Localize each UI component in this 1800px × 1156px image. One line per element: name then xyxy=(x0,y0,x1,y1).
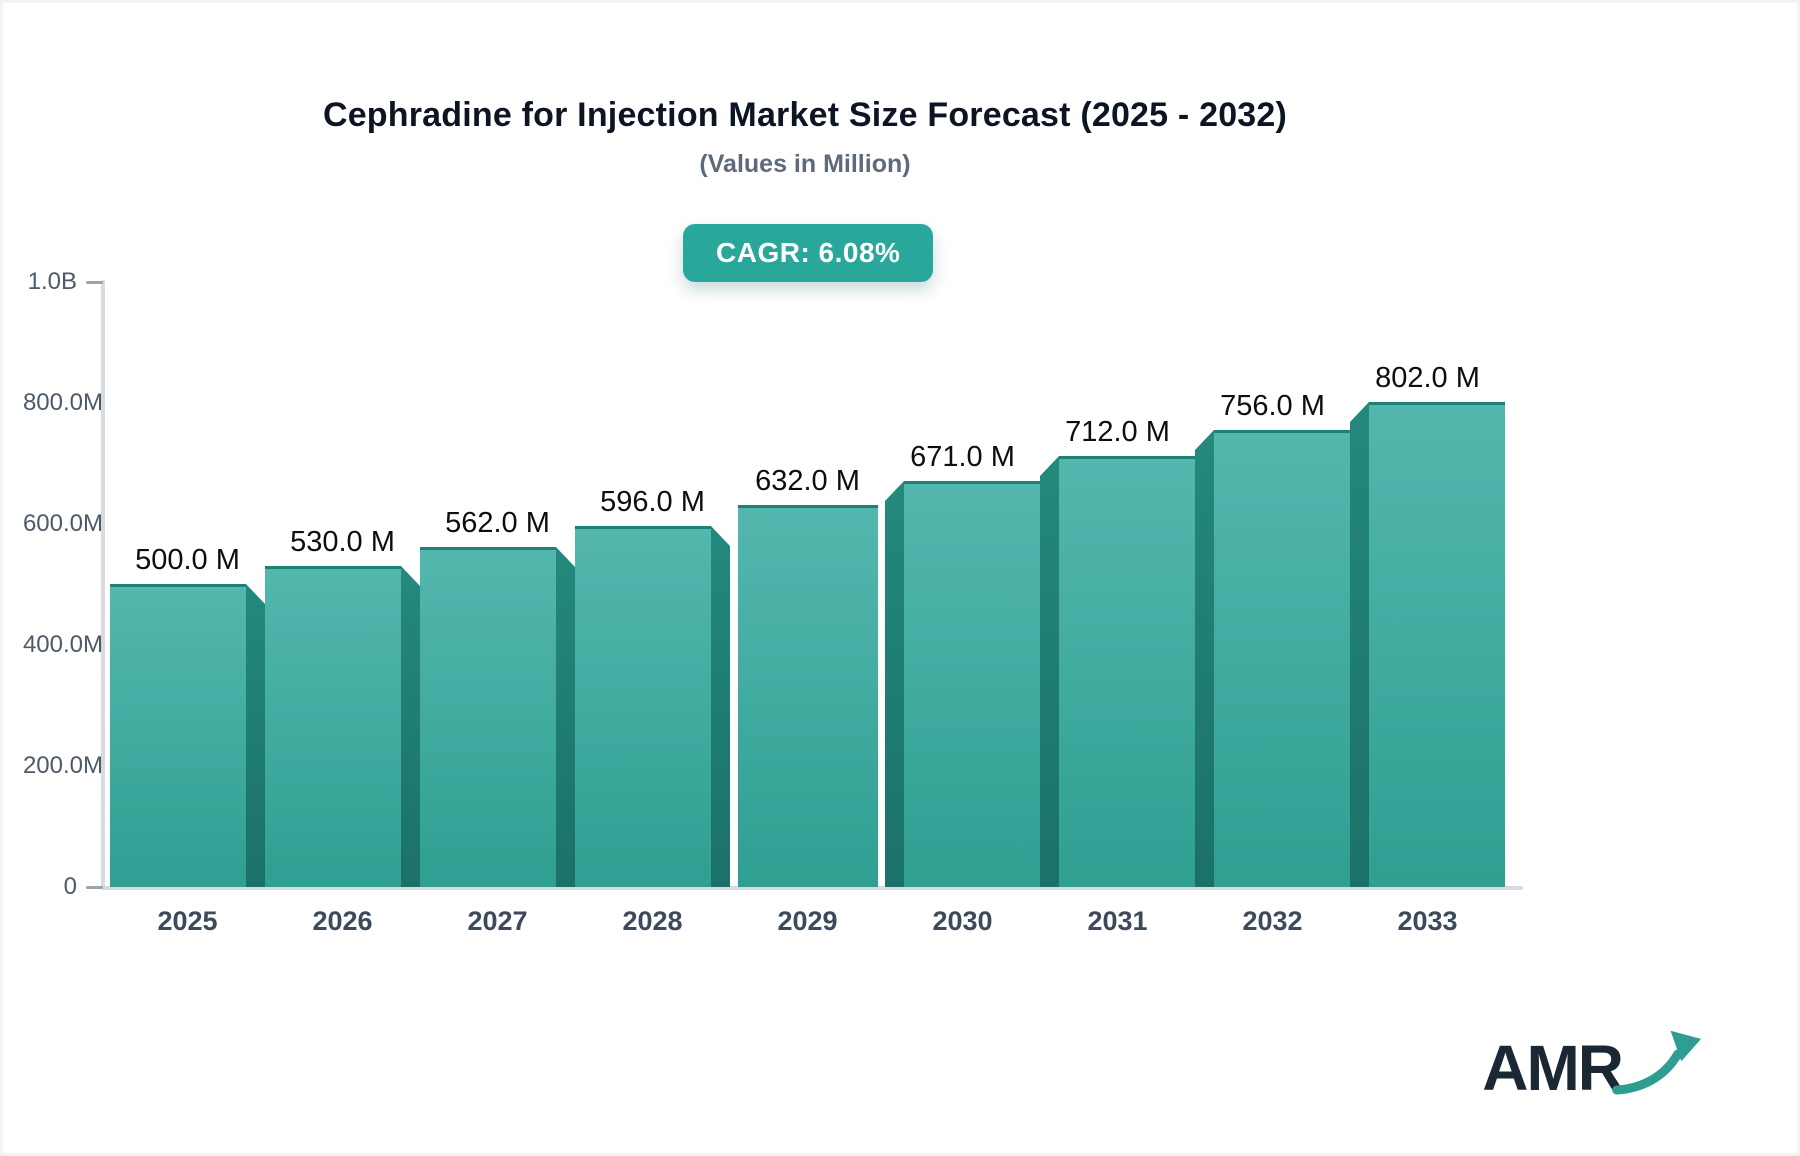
bar: 596.0 M xyxy=(575,486,730,887)
bar-value-label: 802.0 M xyxy=(1375,362,1480,394)
x-axis-line xyxy=(101,886,1523,890)
bar-side-face xyxy=(1195,430,1214,887)
bar-slot: 596.0 M xyxy=(575,486,730,887)
bar-slot: 671.0 M xyxy=(885,441,1040,887)
cagr-badge: CAGR: 6.08% xyxy=(683,224,934,282)
bar-value-label: 712.0 M xyxy=(1065,416,1170,448)
bar-face xyxy=(1369,402,1505,887)
x-axis-label: 2028 xyxy=(622,906,683,936)
y-tick-dash xyxy=(86,885,103,889)
y-tick: 1.0B xyxy=(0,266,103,298)
bar-value-label: 500.0 M xyxy=(135,544,240,576)
bar: 562.0 M xyxy=(420,507,575,887)
bar-face xyxy=(575,526,711,887)
chart-title: Cephradine for Injection Market Size For… xyxy=(322,96,1288,134)
bar-slot: 756.0 M xyxy=(1195,390,1350,887)
bar-face xyxy=(904,481,1040,887)
bar-value-label: 671.0 M xyxy=(910,441,1015,473)
y-tick-label: 1.0B xyxy=(27,268,77,295)
bar-value-label: 562.0 M xyxy=(445,507,550,539)
x-axis-label: 2027 xyxy=(467,906,528,936)
y-tick-dash xyxy=(86,280,103,284)
bar-value-label: 756.0 M xyxy=(1220,390,1325,422)
y-axis-line xyxy=(101,280,105,890)
bar-side-face xyxy=(401,566,420,887)
bar-slot: 562.0 M xyxy=(420,507,575,887)
x-axis-label: 2025 xyxy=(157,906,218,936)
x-axis-label: 2031 xyxy=(1087,906,1148,936)
y-tick: 200.0M xyxy=(0,750,103,782)
cagr-badge-label: CAGR: 6.08% xyxy=(716,237,901,268)
bar-side-face xyxy=(1350,402,1369,887)
y-tick: 800.0M xyxy=(0,387,103,419)
chart-subtitle: (Values in Million) xyxy=(699,150,911,178)
bar: 802.0 M xyxy=(1350,362,1505,887)
x-axis-label: 2033 xyxy=(1397,906,1458,936)
bar-slot: 500.0 M xyxy=(110,544,265,887)
bar-slot: 530.0 M xyxy=(265,526,420,887)
y-tick-label: 200.0M xyxy=(22,752,103,779)
bar-slot: 802.0 M xyxy=(1350,362,1505,887)
bar-side-face xyxy=(556,547,575,887)
bar-side-face xyxy=(885,481,904,887)
amr-logo: AMR xyxy=(1482,1030,1704,1104)
x-axis-label: 2029 xyxy=(777,906,838,936)
trend-up-arrow-icon xyxy=(1612,1030,1702,1095)
bar-side-face xyxy=(711,526,730,887)
bar-value-label: 530.0 M xyxy=(290,526,395,558)
bar: 530.0 M xyxy=(265,526,420,887)
bar: 632.0 M xyxy=(737,465,878,887)
bar-slot: 632.0 M xyxy=(730,465,885,887)
amr-logo-text: AMR xyxy=(1482,1032,1624,1104)
x-axis-label: 2030 xyxy=(932,906,993,936)
y-tick: 400.0M xyxy=(0,629,103,661)
bar-value-label: 596.0 M xyxy=(600,486,705,518)
bar: 756.0 M xyxy=(1195,390,1350,887)
x-axis-label: 2026 xyxy=(312,906,373,936)
bar: 500.0 M xyxy=(110,544,265,887)
bar: 671.0 M xyxy=(885,441,1040,887)
y-tick: 0 xyxy=(0,871,103,903)
x-axis-label: 2032 xyxy=(1242,906,1303,936)
y-tick: 600.0M xyxy=(0,508,103,540)
bar-side-face xyxy=(246,584,265,887)
bar-face xyxy=(1059,456,1195,887)
bar-face xyxy=(1214,430,1350,887)
y-tick-label: 800.0M xyxy=(22,389,103,416)
y-tick-label: 600.0M xyxy=(22,510,103,537)
bar-face xyxy=(265,566,401,887)
bar-face xyxy=(420,547,556,887)
x-axis-labels: 2025 2026 2027 2028 2029 2030 2031 2032 2033 xyxy=(110,906,1505,937)
bar-side-face xyxy=(1040,456,1059,887)
bars-row: 500.0 M 530.0 M 562.0 M 596.0 M 632.0 M 671.0… xyxy=(110,282,1505,887)
y-tick-label: 400.0M xyxy=(22,631,103,658)
bar-value-label: 632.0 M xyxy=(755,465,860,497)
bar: 712.0 M xyxy=(1040,416,1195,887)
bar-slot: 712.0 M xyxy=(1040,416,1195,887)
bar-face xyxy=(737,505,878,887)
bar-face xyxy=(110,584,246,887)
y-tick-label: 0 xyxy=(63,873,77,900)
